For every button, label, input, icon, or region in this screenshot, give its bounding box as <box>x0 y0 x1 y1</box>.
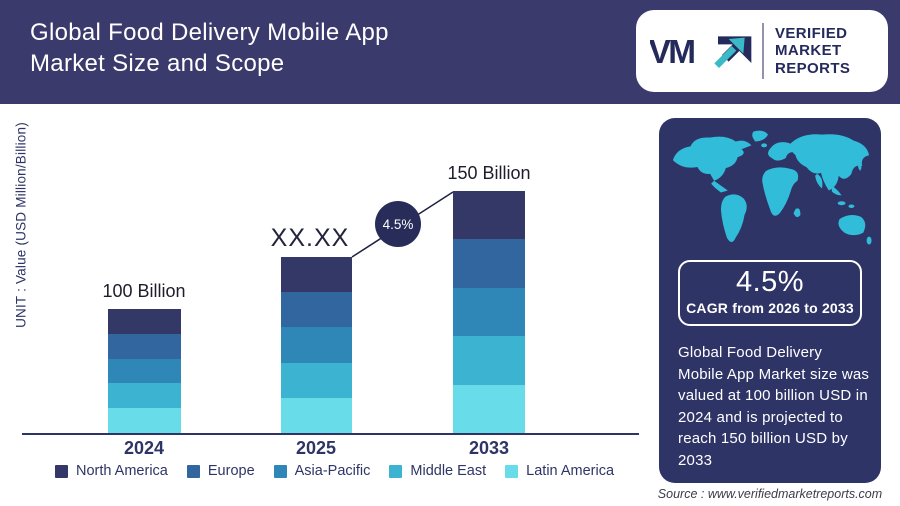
page-title: Global Food Delivery Mobile App Market S… <box>30 17 389 79</box>
brand-logo: VM VERIFIED MARKET REPORTS <box>636 10 888 92</box>
bar-2033-segment-europe <box>453 239 525 288</box>
legend-item-europe: Europe <box>186 463 255 479</box>
legend-label-middle-east: Middle East <box>410 463 487 479</box>
legend-item-latin-america: Latin America <box>505 463 614 479</box>
logo-divider <box>762 23 764 79</box>
x-axis-tick-2025: 2025 <box>295 438 337 458</box>
bar-2025-segment-north-america <box>281 257 352 293</box>
brand-name-line3: REPORTS <box>775 59 851 77</box>
brand-name: VERIFIED MARKET REPORTS <box>775 25 850 78</box>
bar-2024-segment-north-america <box>108 309 181 334</box>
bar-2025-segment-europe <box>281 292 352 328</box>
bar-2033-segment-north-america <box>453 191 525 240</box>
cagr-value: 4.5% <box>735 266 805 298</box>
y-axis-label: UNIT : Value (USD Million/Billion) <box>13 122 29 328</box>
cagr-caption: CAGR from 2026 to 2033 <box>686 300 854 316</box>
bar-2025 <box>281 257 352 434</box>
legend-swatch-middle-east <box>389 464 403 478</box>
bar-2025-segment-latin-america <box>281 397 352 434</box>
vmr-logo-icon: VM <box>650 34 752 71</box>
x-axis-tick-2033: 2033 <box>468 438 510 458</box>
cagr-box: 4.5% CAGR from 2026 to 2033 <box>678 260 862 326</box>
bar-value-label-2025: XX.XX <box>270 224 350 252</box>
cagr-badge: 4.5% <box>375 201 421 247</box>
bar-2024-segment-middle-east <box>108 383 181 409</box>
bar-2033-segment-asia-pacific <box>453 287 525 337</box>
brand-name-line2: MARKET <box>775 42 842 60</box>
x-axis-tick-2024: 2024 <box>123 438 165 458</box>
bar-2024 <box>108 309 181 433</box>
market-summary-text: Global Food Delivery Mobile App Market s… <box>678 344 870 469</box>
bar-2024-segment-europe <box>108 333 181 359</box>
world-map-icon <box>672 130 872 245</box>
bar-2033-segment-middle-east <box>453 336 525 385</box>
legend-label-latin-america: Latin America <box>526 463 615 479</box>
header-banner: Global Food Delivery Mobile App Market S… <box>0 0 900 104</box>
legend-swatch-latin-america <box>505 464 519 478</box>
legend-swatch-north-america <box>55 464 68 478</box>
bar-value-label-2024: 100 Billion <box>102 281 186 301</box>
legend-item-middle-east: Middle East <box>389 463 486 479</box>
legend: North America Europe Asia-Pacific Middle… <box>55 463 614 479</box>
svg-text:VM: VM <box>650 34 694 71</box>
legend-item-asia-pacific: Asia-Pacific <box>273 463 371 479</box>
bar-2033 <box>453 191 525 434</box>
x-axis-line <box>22 433 639 435</box>
legend-label-north-america: North America <box>76 463 168 479</box>
source-attribution: Source : www.verifiedmarketreports.com <box>657 487 883 501</box>
bar-2025-segment-middle-east <box>281 362 352 398</box>
legend-swatch-asia-pacific <box>273 464 287 478</box>
legend-item-north-america: North America <box>55 463 168 479</box>
bar-value-label-2033: 150 Billion <box>447 163 531 183</box>
summary-card: 4.5% CAGR from 2026 to 2033 Global Food … <box>659 118 881 483</box>
legend-swatch-europe <box>186 464 200 478</box>
page-title-line1: Global Food Delivery Mobile App <box>30 19 389 46</box>
bar-2033-segment-latin-america <box>453 384 525 434</box>
legend-label-asia-pacific: Asia-Pacific <box>294 463 371 479</box>
bar-2024-segment-latin-america <box>108 408 181 433</box>
legend-label-europe: Europe <box>207 463 255 479</box>
chart-area: UNIT : Value (USD Million/Billion) 100 B… <box>0 104 660 506</box>
bar-2025-segment-asia-pacific <box>281 327 352 363</box>
bar-2024-segment-asia-pacific <box>108 358 181 384</box>
brand-name-line1: VERIFIED <box>775 24 848 42</box>
page-title-line2: Market Size and Scope <box>30 50 285 77</box>
